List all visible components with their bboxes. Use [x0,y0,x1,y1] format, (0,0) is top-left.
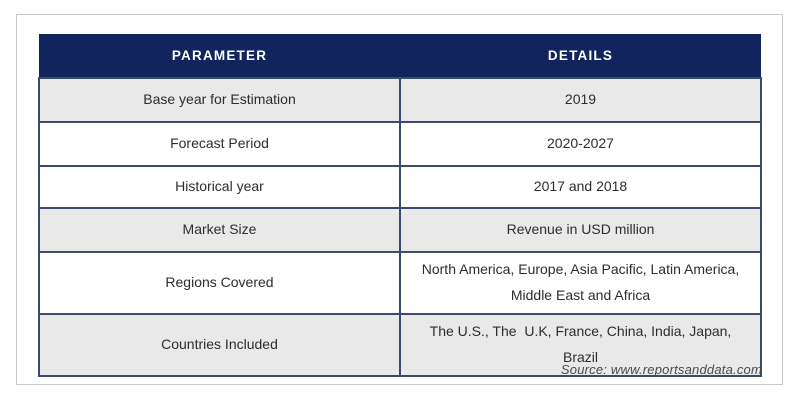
table-row: Historical year 2017 and 2018 [38,165,762,209]
parameter-cell: Regions Covered [38,251,401,315]
details-cell: Revenue in USD million [399,207,762,253]
parameter-cell: Base year for Estimation [38,77,401,123]
table-row: Forecast Period 2020-2027 [38,121,762,167]
table-row: Countries Included The U.S., The U.K, Fr… [38,312,762,377]
header-row: PARAMETER DETAILS [39,34,761,78]
parameter-cell: Countries Included [38,312,401,377]
details-cell: 2019 [399,77,762,123]
report-scope-card: PARAMETER DETAILS Base year for Estimati… [16,14,783,385]
details-cell: 2017 and 2018 [399,165,762,209]
parameter-cell: Market Size [38,207,401,253]
parameter-cell: Historical year [38,165,401,209]
column-header-parameter: PARAMETER [39,34,400,78]
details-cell: North America, Europe, Asia Pacific, Lat… [399,251,762,315]
details-cell: The U.S., The U.K, France, China, India,… [399,312,762,377]
table-row: Regions Covered North America, Europe, A… [38,251,762,315]
report-scope-table: PARAMETER DETAILS Base year for Estimati… [38,34,762,377]
details-cell: 2020-2027 [399,121,762,167]
table-row: Market Size Revenue in USD million [38,207,762,253]
table-row: Base year for Estimation 2019 [38,77,762,123]
column-header-details: DETAILS [400,34,761,78]
parameter-cell: Forecast Period [38,121,401,167]
source-attribution: Source: www.reportsanddata.com [560,362,762,377]
